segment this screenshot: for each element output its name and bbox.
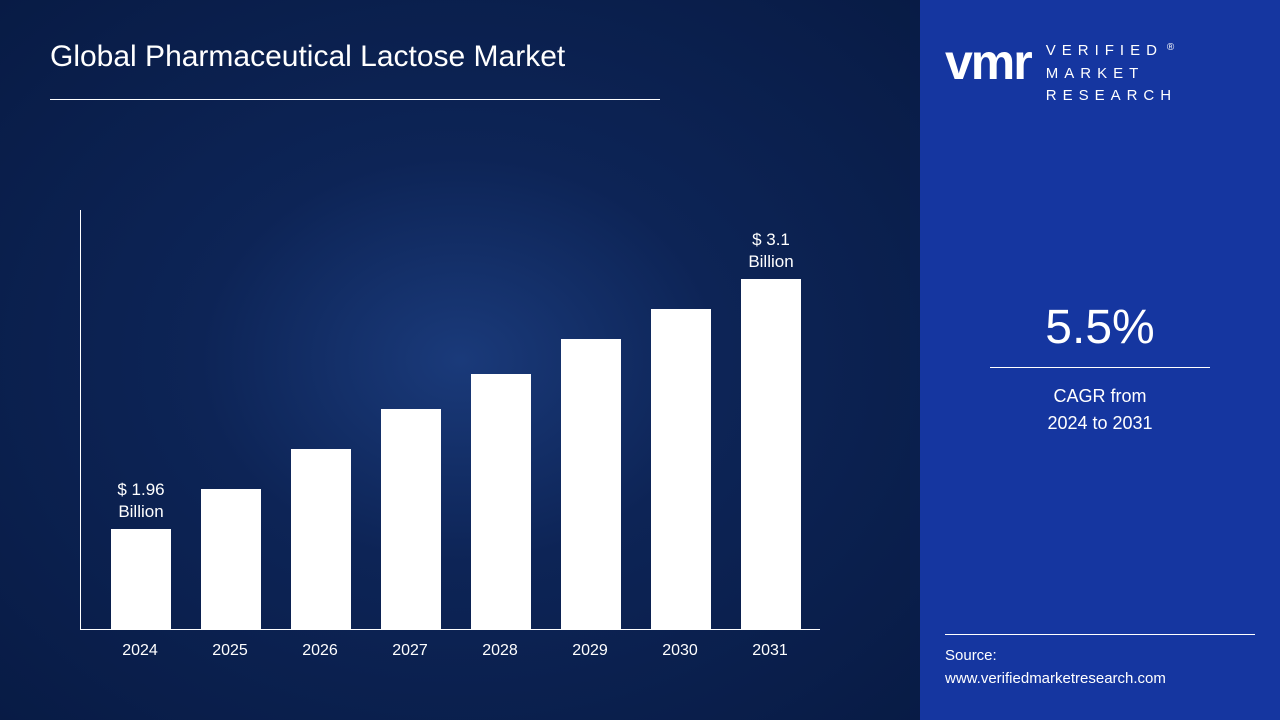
bar-2024: $ 1.96 Billion: [111, 529, 171, 629]
source-underline: [945, 634, 1255, 635]
side-panel: vmr VERIFIED ® MARKET RESEARCH 5.5% CAGR …: [920, 0, 1280, 720]
x-label: 2026: [290, 642, 350, 660]
first-value-unit: Billion: [118, 502, 163, 521]
x-label: 2031: [740, 642, 800, 660]
logo-line3: RESEARCH: [1046, 87, 1177, 104]
bar: [471, 374, 531, 629]
bar: [561, 339, 621, 629]
bar-2031: $ 3.1 Billion: [741, 279, 801, 629]
bar-2026: [291, 449, 351, 629]
bar: [741, 279, 801, 629]
bar-2025: [201, 489, 261, 629]
bar-2030: [651, 309, 711, 629]
x-label: 2024: [110, 642, 170, 660]
bar-2027: [381, 409, 441, 629]
logo-line1: VERIFIED: [1046, 42, 1163, 59]
logo-mark: vmr: [945, 40, 1031, 85]
bar: [201, 489, 261, 629]
bar-2029: [561, 339, 621, 629]
logo: vmr VERIFIED ® MARKET RESEARCH: [945, 40, 1255, 108]
bar-label-last: $ 3.1 Billion: [748, 229, 793, 273]
bar-chart: $ 1.96 Billion: [80, 185, 820, 665]
cagr-caption-line2: 2024 to 2031: [1047, 413, 1152, 433]
last-value-amount: $ 3.1: [752, 230, 790, 249]
x-axis-labels: 2024 2025 2026 2027 2028 2029 2030 2031: [110, 642, 820, 660]
x-label: 2030: [650, 642, 710, 660]
bar: [291, 449, 351, 629]
main-panel: Global Pharmaceutical Lactose Market $ 1…: [0, 0, 920, 720]
cagr-block: 5.5% CAGR from 2024 to 2031: [920, 300, 1280, 437]
x-label: 2029: [560, 642, 620, 660]
x-label: 2025: [200, 642, 260, 660]
x-label: 2028: [470, 642, 530, 660]
registered-icon: ®: [1167, 42, 1180, 53]
cagr-caption: CAGR from 2024 to 2031: [920, 383, 1280, 437]
bars-container: $ 1.96 Billion: [80, 210, 820, 630]
chart-title: Global Pharmaceutical Lactose Market: [50, 40, 870, 74]
logo-text: VERIFIED ® MARKET RESEARCH: [1046, 40, 1181, 108]
title-underline: [50, 99, 660, 100]
bar-2028: [471, 374, 531, 629]
bar: [651, 309, 711, 629]
cagr-caption-line1: CAGR from: [1053, 386, 1146, 406]
first-value-amount: $ 1.96: [117, 480, 164, 499]
logo-line2: MARKET: [1046, 65, 1145, 82]
source-block: Source: www.verifiedmarketresearch.com: [945, 634, 1255, 690]
x-label: 2027: [380, 642, 440, 660]
source-url: www.verifiedmarketresearch.com: [945, 668, 1255, 691]
bar-label-first: $ 1.96 Billion: [117, 479, 164, 523]
cagr-value: 5.5%: [920, 300, 1280, 355]
last-value-unit: Billion: [748, 252, 793, 271]
cagr-underline: [990, 367, 1210, 368]
source-label: Source:: [945, 645, 1255, 668]
bar: [381, 409, 441, 629]
bar: [111, 529, 171, 629]
